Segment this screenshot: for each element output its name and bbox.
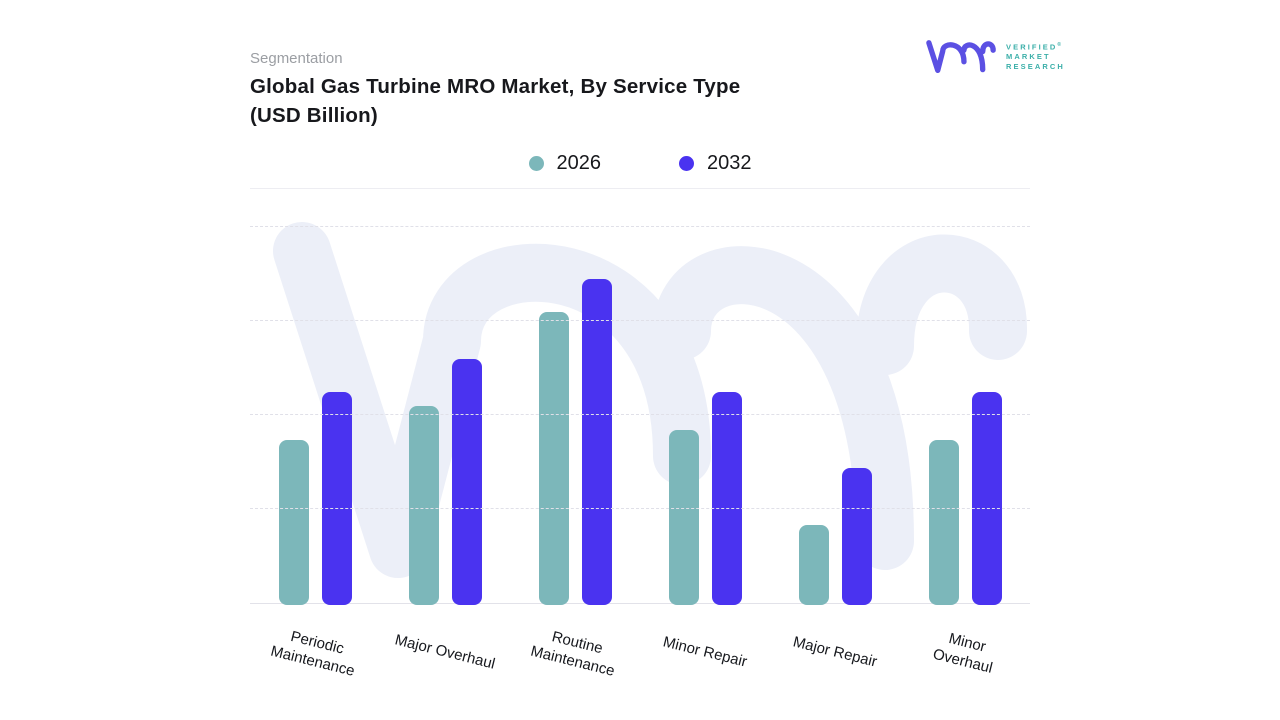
bar-2026-major-repair xyxy=(798,524,829,605)
bar-2026-minor-overhaul xyxy=(928,439,959,605)
brand-word-research: RESEARCH xyxy=(1006,61,1065,71)
registered-mark: ® xyxy=(1057,42,1062,48)
gridline xyxy=(250,225,1030,227)
bar-group-major-overhaul xyxy=(380,189,510,605)
x-axis-label-minor-repair: Minor Repair xyxy=(661,633,749,671)
eyebrow-label: Segmentation xyxy=(250,50,343,67)
bar-2032-periodic-maintenance xyxy=(321,392,352,605)
gridline xyxy=(250,507,1030,509)
bar-2032-minor-repair xyxy=(711,392,742,605)
bar-group-major-repair xyxy=(770,189,900,605)
brand-word-verified: VERIFIED xyxy=(1006,42,1058,52)
bar-2026-routine-maintenance xyxy=(538,311,569,605)
legend: 2026 2032 xyxy=(250,148,1030,178)
x-axis-label-minor-overhaul: Minor Overhaul xyxy=(931,629,995,677)
vmr-logo-icon xyxy=(926,40,996,73)
legend-label: 2026 xyxy=(556,151,602,174)
x-axis-label-major-overhaul: Major Overhaul xyxy=(393,631,497,673)
bar-2032-minor-overhaul xyxy=(971,392,1002,605)
bar-group-periodic-maintenance xyxy=(250,189,380,605)
bar-group-minor-repair xyxy=(640,189,770,605)
chart-title: Global Gas Turbine MRO Market, By Servic… xyxy=(250,72,870,130)
x-axis-label-periodic-maintenance: Periodic Maintenance xyxy=(268,627,357,680)
legend-label: 2032 xyxy=(707,151,752,174)
bar-group-minor-overhaul xyxy=(900,189,1030,605)
bar-2026-periodic-maintenance xyxy=(278,439,309,605)
brand-wordmark: VERIFIED® MARKET RESEARCH xyxy=(1006,41,1065,71)
x-axis-label-major-repair: Major Repair xyxy=(791,633,879,671)
bar-2032-major-overhaul xyxy=(451,359,482,605)
legend-dot-2032 xyxy=(679,155,694,171)
bar-chart: Periodic Maintenance Major Overhaul Routin… xyxy=(250,188,1030,698)
bar-2032-routine-maintenance xyxy=(581,278,612,605)
legend-item-2026: 2026 xyxy=(528,151,602,175)
legend-dot-2026 xyxy=(528,155,544,171)
bar-2032-major-repair xyxy=(841,467,872,605)
bar-2026-minor-repair xyxy=(668,430,699,605)
x-axis-label-routine-maintenance: Routine Maintenance xyxy=(528,628,617,680)
chart-title-line2: (USD Billion) xyxy=(250,104,378,127)
gridline xyxy=(250,319,1030,321)
bar-group-routine-maintenance xyxy=(510,189,640,605)
bar-2026-major-overhaul xyxy=(408,406,439,605)
chart-title-line1: Global Gas Turbine MRO Market, By Servic… xyxy=(250,75,741,98)
gridline xyxy=(250,413,1030,415)
brand-word-market: MARKET xyxy=(1006,52,1051,61)
plot-area xyxy=(250,188,1030,605)
legend-item-2032: 2032 xyxy=(679,152,752,175)
brand-logo: VERIFIED® MARKET RESEARCH xyxy=(925,38,1065,74)
